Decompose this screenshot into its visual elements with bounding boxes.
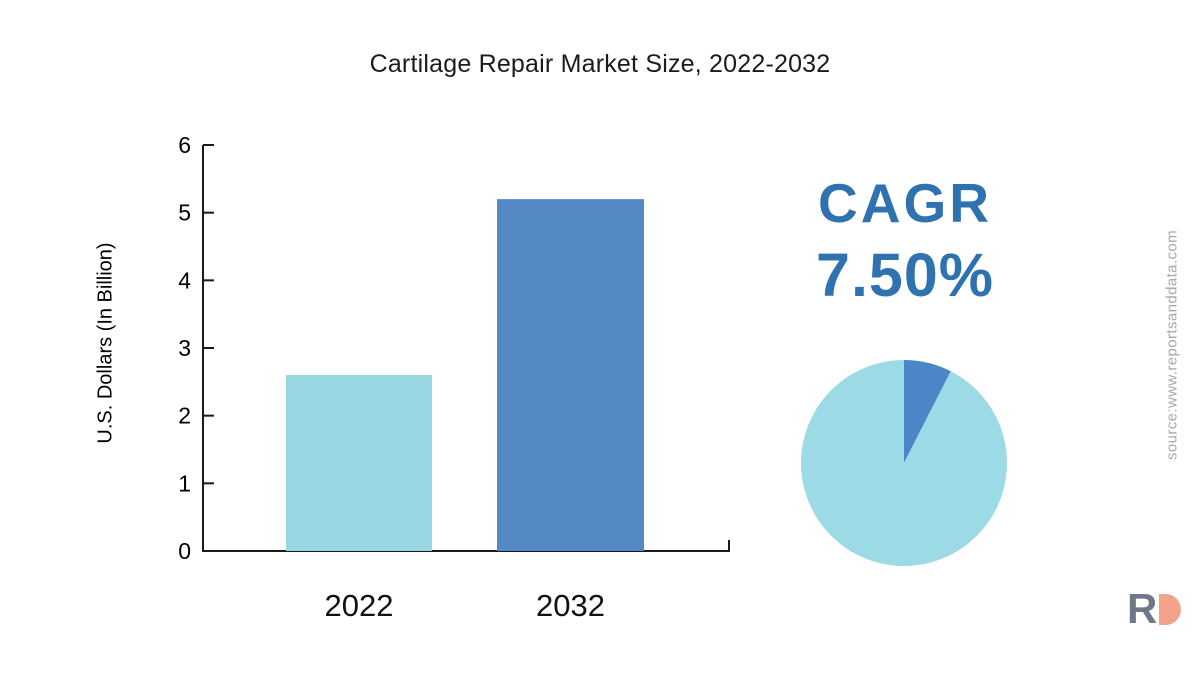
source-note: source:www.reportsanddata.com <box>1163 229 1181 461</box>
y-tick-label: 2 <box>178 403 191 429</box>
logo-d-shape-icon <box>1159 594 1182 625</box>
logo-letter-r: R <box>1127 585 1158 632</box>
cagr-value: 7.50% <box>816 241 994 309</box>
y-tick-label: 0 <box>178 538 191 564</box>
cagr-block: CAGR 7.50% <box>816 176 994 306</box>
chart-title: Cartilage Repair Market Size, 2022-2032 <box>369 50 831 78</box>
pie-slice-remainder <box>800 360 1007 566</box>
y-tick-label: 5 <box>178 200 191 226</box>
y-tick-label: 3 <box>178 335 191 361</box>
y-tick-label: 6 <box>178 132 191 158</box>
y-tick-label: 4 <box>178 267 191 293</box>
bar-2032 <box>497 199 644 551</box>
brand-logo: R <box>1127 585 1182 632</box>
bar-chart: 0 1 2 3 4 5 6 2022 2032 <box>178 132 730 623</box>
y-tick-label: 1 <box>178 470 191 496</box>
pie-slice-cagr-share <box>904 360 951 463</box>
cagr-label: CAGR <box>818 172 992 234</box>
axes <box>202 145 730 552</box>
x-category-label: 2032 <box>536 588 605 623</box>
x-category-label: 2022 <box>325 588 394 623</box>
pie-chart <box>800 360 1007 566</box>
bar-2022 <box>286 375 432 551</box>
